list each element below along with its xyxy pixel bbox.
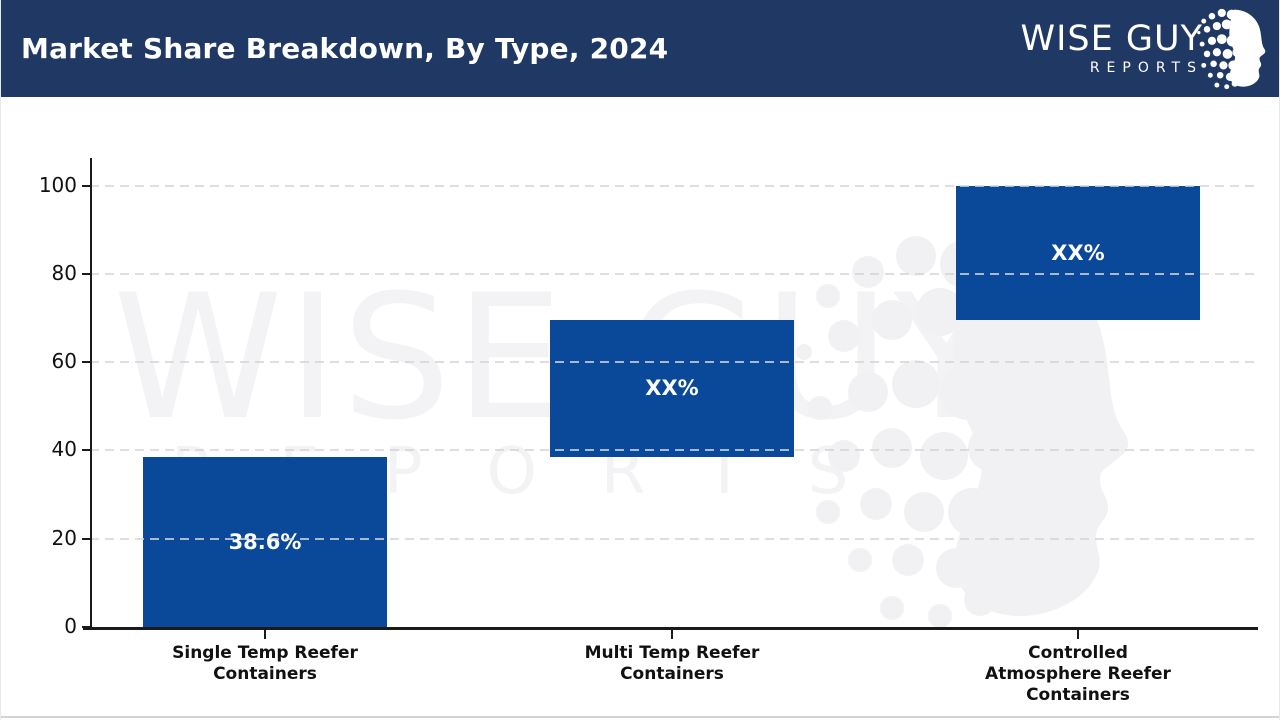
gridline-y-100 bbox=[90, 184, 1258, 187]
page-title: Market Share Breakdown, By Type, 2024 bbox=[21, 32, 669, 65]
bar-value-label: 38.6% bbox=[228, 529, 302, 554]
logo-reports-text: REPORTS bbox=[1089, 59, 1203, 76]
x-tick-mark-3 bbox=[1077, 630, 1079, 639]
gridline-y-20 bbox=[90, 537, 1258, 540]
y-tick-mark-100 bbox=[82, 184, 90, 187]
y-tick-label-20: 20 bbox=[51, 525, 77, 550]
x-tick-mark-2 bbox=[671, 630, 673, 639]
x-tick-mark-1 bbox=[264, 630, 266, 639]
y-tick-label-60: 60 bbox=[51, 349, 77, 374]
category-label-1: Single Temp Reefer Containers bbox=[172, 643, 358, 684]
y-tick-mark-60 bbox=[82, 361, 90, 364]
logo-wordmark: WISE GUY bbox=[1020, 18, 1203, 59]
y-tick-mark-20 bbox=[82, 537, 90, 540]
y-tick-label-80: 80 bbox=[51, 260, 77, 285]
gridline-y-60 bbox=[90, 361, 1258, 364]
y-tick-mark-80 bbox=[82, 272, 90, 275]
y-tick-mark-40 bbox=[82, 449, 90, 452]
wise-guy-reports-logo: WISE GUY REPORTS bbox=[1020, 0, 1271, 97]
category-label-2: Multi Temp Reefer Containers bbox=[584, 643, 760, 684]
category-label-3: Controlled Atmosphere Reefer Containers bbox=[985, 643, 1171, 705]
bar-value-label: XX% bbox=[645, 376, 699, 401]
y-tick-label-40: 40 bbox=[51, 437, 77, 462]
bar-1: 38.6% bbox=[143, 456, 387, 627]
logo-text: WISE GUY REPORTS bbox=[1020, 21, 1203, 77]
bottom-divider bbox=[1, 716, 1279, 718]
bar-2: XX% bbox=[550, 319, 794, 457]
header-bar: Market Share Breakdown, By Type, 2024 WI… bbox=[1, 0, 1279, 97]
y-tick-label-0: 0 bbox=[64, 614, 77, 638]
x-axis bbox=[83, 627, 1258, 630]
gridline-y-40 bbox=[90, 449, 1258, 452]
y-tick-label-100: 100 bbox=[38, 172, 77, 197]
y-axis bbox=[90, 158, 92, 630]
bar-value-label: XX% bbox=[1051, 240, 1105, 265]
bar-3: XX% bbox=[956, 185, 1200, 320]
gridline-y-80 bbox=[90, 272, 1258, 275]
